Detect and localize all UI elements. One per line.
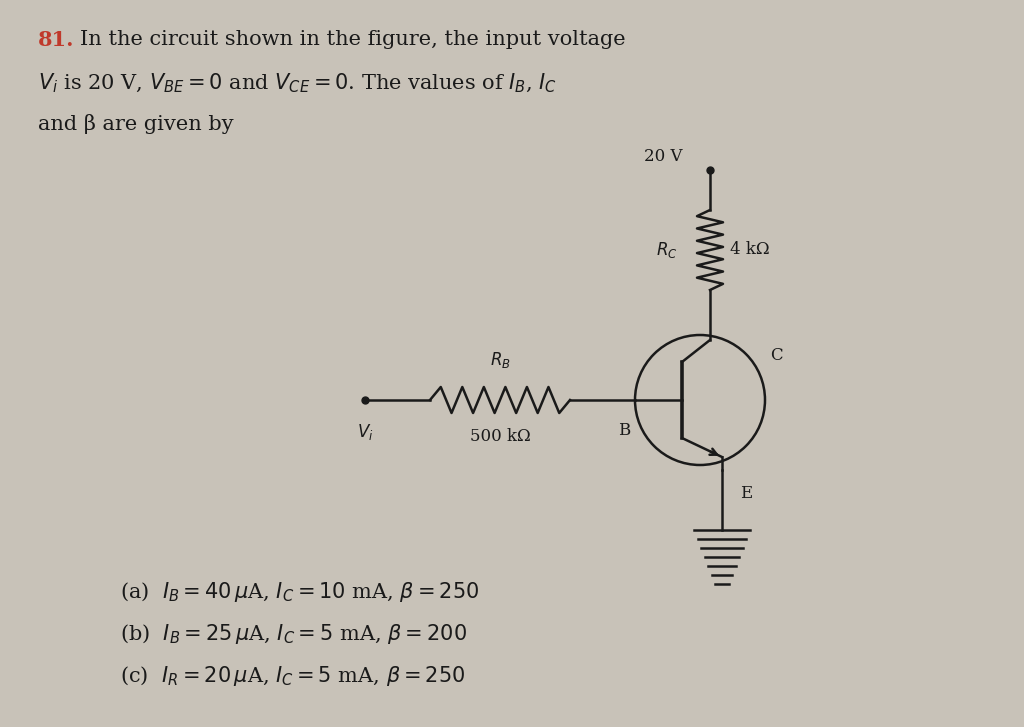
Text: 81.: 81.	[38, 30, 75, 50]
Text: $V_i$ is 20 V, $V_{BE} = 0$ and $V_{CE} = 0$. The values of $I_B$, $I_C$: $V_i$ is 20 V, $V_{BE} = 0$ and $V_{CE} …	[38, 72, 557, 95]
Text: B: B	[617, 422, 630, 439]
Text: $V_i$: $V_i$	[356, 422, 374, 442]
Text: In the circuit shown in the figure, the input voltage: In the circuit shown in the figure, the …	[80, 30, 626, 49]
Text: and β are given by: and β are given by	[38, 114, 233, 134]
Text: (b)  $I_B = 25\,\mu$A, $I_C = 5$ mA, $\beta = 200$: (b) $I_B = 25\,\mu$A, $I_C = 5$ mA, $\be…	[120, 622, 467, 646]
Text: E: E	[740, 485, 753, 502]
Text: C: C	[770, 347, 782, 364]
Text: (a)  $I_B = 40\,\mu$A, $I_C = 10$ mA, $\beta = 250$: (a) $I_B = 40\,\mu$A, $I_C = 10$ mA, $\b…	[120, 580, 479, 604]
Text: 4 kΩ: 4 kΩ	[730, 241, 770, 259]
Text: 20 V: 20 V	[643, 148, 682, 165]
Text: $R_C$: $R_C$	[656, 240, 678, 260]
Text: $R_B$: $R_B$	[489, 350, 510, 370]
Text: (c)  $I_R = 20\,\mu$A, $I_C = 5$ mA, $\beta = 250$: (c) $I_R = 20\,\mu$A, $I_C = 5$ mA, $\be…	[120, 664, 465, 688]
Text: 500 kΩ: 500 kΩ	[470, 428, 530, 445]
